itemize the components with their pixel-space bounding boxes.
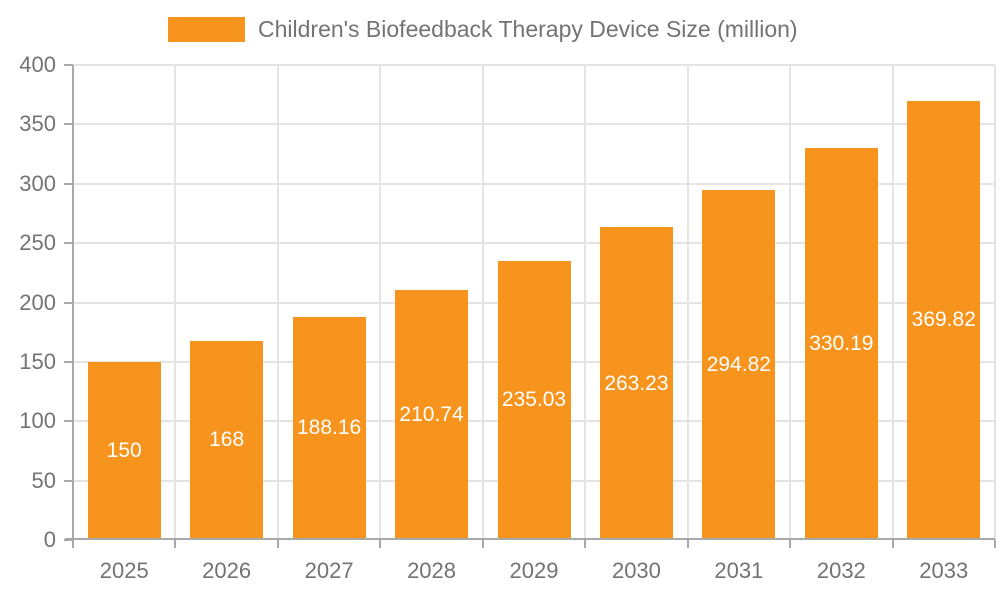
- x-tick-label: 2027: [304, 558, 354, 583]
- bar-2029[interactable]: 235.03: [497, 260, 571, 540]
- x-axis-tick: [686, 540, 689, 548]
- gridline-vertical: [686, 65, 689, 540]
- y-axis-tick: [64, 242, 73, 245]
- gridline-vertical: [789, 65, 792, 540]
- y-tick-label: 100: [19, 408, 56, 434]
- y-axis-tick: [64, 360, 73, 363]
- x-axis-line: [65, 538, 995, 540]
- gridline-vertical: [481, 65, 484, 540]
- plot-area: 150 168 188.16 210.74 235.03 263.23 294.82 330.…: [64, 64, 996, 548]
- y-axis-tick: [64, 123, 73, 126]
- bar-2025[interactable]: 150: [87, 361, 161, 540]
- bar-2033[interactable]: 369.82: [907, 100, 981, 540]
- x-axis-tick: [379, 540, 382, 548]
- x-tick-label: 2029: [509, 558, 559, 583]
- x-tick-label: 2028: [407, 558, 457, 583]
- bar-2026[interactable]: 168: [190, 340, 264, 540]
- x-axis-tick: [174, 540, 177, 548]
- y-axis-tick: [64, 479, 73, 482]
- bar-2027[interactable]: 188.16: [292, 316, 366, 540]
- bar-value-label: 263.23: [604, 371, 669, 395]
- y-tick-label: 200: [19, 289, 56, 315]
- y-axis-line: [72, 65, 74, 548]
- gridline-vertical: [891, 65, 894, 540]
- x-tick-label: 2025: [99, 558, 149, 583]
- x-axis-tick: [276, 540, 279, 548]
- x-axis-tick: [481, 540, 484, 548]
- gridline-horizontal: [73, 123, 995, 126]
- x-tick-label: 2031: [714, 558, 764, 583]
- x-tick-label: 2030: [611, 558, 661, 583]
- gridline-vertical: [994, 65, 996, 540]
- chart-title: Children's Biofeedback Therapy Device Si…: [258, 16, 798, 42]
- chart-legend[interactable]: Children's Biofeedback Therapy Device Si…: [168, 16, 798, 43]
- y-axis-tick: [64, 64, 73, 66]
- gridline-horizontal: [73, 64, 995, 66]
- x-tick-label: 2026: [202, 558, 252, 583]
- x-axis-labels: 2025 2026 2027 2028 2029 2030 2031 2032 2033: [73, 558, 995, 588]
- bar-2031[interactable]: 294.82: [702, 189, 776, 540]
- bar-value-label: 188.16: [296, 416, 362, 440]
- gridline-vertical: [584, 65, 587, 540]
- gridline-vertical: [174, 65, 177, 540]
- y-axis-tick: [64, 420, 73, 423]
- y-tick-label: 300: [19, 170, 56, 196]
- bar-2032[interactable]: 330.19: [804, 147, 878, 540]
- bar-value-label: 294.82: [706, 352, 771, 376]
- legend-swatch[interactable]: [168, 17, 245, 42]
- y-tick-label: 350: [19, 111, 56, 137]
- gridline-horizontal: [73, 182, 995, 185]
- y-axis-tick: [64, 182, 73, 185]
- y-axis-labels: 0 50 100 150 200 250 300 350 400: [0, 52, 56, 552]
- y-tick-label: 250: [19, 230, 56, 256]
- bar-2028[interactable]: 210.74: [395, 289, 469, 540]
- bar-value-label: 369.82: [911, 308, 976, 332]
- x-tick-label: 2032: [816, 558, 866, 583]
- x-axis-tick: [789, 540, 792, 548]
- x-axis-tick: [584, 540, 587, 548]
- x-axis-tick: [994, 540, 996, 548]
- bar-value-label: 150: [106, 438, 142, 462]
- x-tick-label: 2033: [919, 558, 969, 583]
- y-tick-label: 400: [19, 52, 56, 77]
- y-tick-label: 50: [31, 467, 56, 493]
- x-axis-tick: [891, 540, 894, 548]
- y-axis-tick: [64, 301, 73, 304]
- y-axis-tick: [64, 539, 73, 541]
- bar-value-label: 330.19: [809, 331, 874, 355]
- bar-2030[interactable]: 263.23: [599, 227, 673, 540]
- bar-value-label: 210.74: [399, 402, 464, 426]
- gridline-vertical: [379, 65, 382, 540]
- gridline-vertical: [276, 65, 279, 540]
- gridline-horizontal: [73, 242, 995, 245]
- y-tick-label: 150: [19, 348, 56, 374]
- bar-value-label: 168: [209, 428, 245, 452]
- y-tick-label: 0: [43, 527, 56, 552]
- bar-value-label: 235.03: [501, 388, 567, 412]
